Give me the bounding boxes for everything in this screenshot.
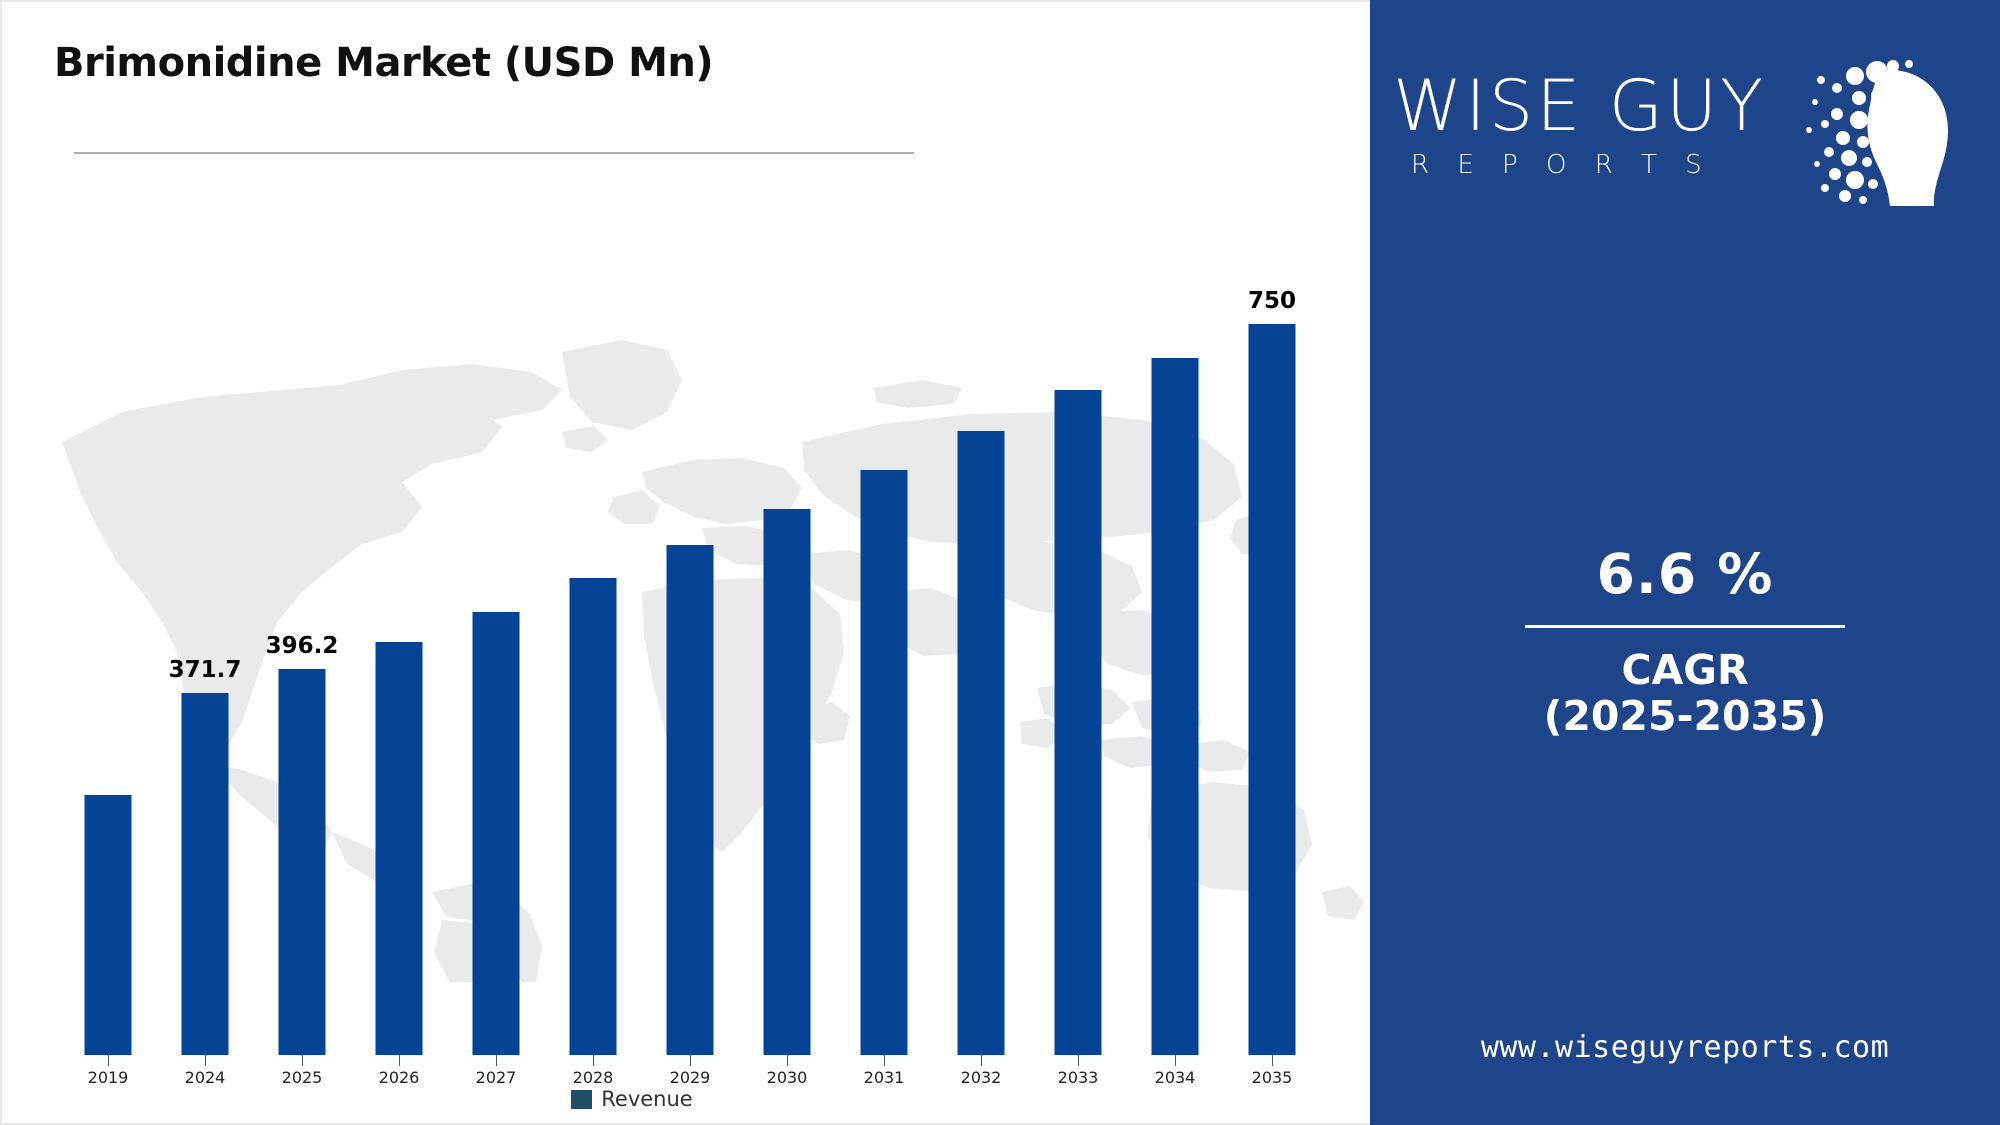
bar-rect[interactable] xyxy=(1151,358,1199,1055)
x-axis-tick xyxy=(884,1055,885,1066)
website-url[interactable]: www.wiseguyreports.com xyxy=(1480,1030,1890,1065)
bar-rect[interactable] xyxy=(957,431,1005,1055)
bar-value-label: 371.7 xyxy=(168,657,242,683)
bar-column xyxy=(353,2,445,1055)
x-axis-tick xyxy=(108,1055,109,1066)
x-axis-tick xyxy=(1272,1055,1273,1066)
bar-rect[interactable] xyxy=(472,612,520,1055)
bar-column: 750 xyxy=(1226,2,1318,1055)
x-axis-tick-label: 2028 xyxy=(572,1068,614,1087)
bar-column xyxy=(838,2,930,1055)
plot-area: 371.7 396.2 xyxy=(2,2,1370,1123)
logo-wordmark-primary: WISE GUY xyxy=(1393,65,1766,147)
logo-wordmark-secondary: R E P O R T S xyxy=(1411,150,1712,180)
x-axis-tick xyxy=(690,1055,691,1066)
bar-rect[interactable] xyxy=(860,470,908,1055)
bar-rect[interactable] xyxy=(181,693,229,1055)
x-axis-tick xyxy=(1078,1055,1079,1066)
cagr-value: 6.6 % xyxy=(1596,542,1774,606)
x-axis-tick-label: 2027 xyxy=(475,1068,517,1087)
cagr-label-line2: (2025-2035) xyxy=(1543,691,1827,740)
x-axis-tick-label: 2026 xyxy=(378,1068,420,1087)
x-axis-tick-label: 2031 xyxy=(863,1068,905,1087)
bar-rect[interactable] xyxy=(569,578,617,1055)
x-axis-tick xyxy=(981,1055,982,1066)
cagr-divider xyxy=(1525,625,1845,628)
logo-dot-cluster xyxy=(1806,60,1913,204)
bar-column xyxy=(1032,2,1124,1055)
x-axis-tick-label: 2035 xyxy=(1251,1068,1293,1087)
legend-swatch-revenue xyxy=(571,1089,593,1109)
bar-column xyxy=(1129,2,1221,1055)
cagr-label-line1: CAGR xyxy=(1621,646,1749,694)
wiseguy-logo: WISE GUY R E P O R T S xyxy=(1370,58,2000,218)
x-axis-tick xyxy=(593,1055,594,1066)
title-divider xyxy=(74,152,914,154)
x-axis-tick-label: 2029 xyxy=(669,1068,711,1087)
bar-value-label: 396.2 xyxy=(265,633,339,659)
bar-value-label: 750 xyxy=(1247,288,1297,314)
bar-column xyxy=(935,2,1027,1055)
x-axis-tick-label: 2025 xyxy=(281,1068,323,1087)
x-axis-tick-label: 2024 xyxy=(184,1068,226,1087)
bar-column xyxy=(741,2,833,1055)
x-axis-tick xyxy=(205,1055,206,1066)
bar-rect[interactable] xyxy=(763,509,811,1055)
bar-rect[interactable] xyxy=(84,795,132,1055)
x-axis-ticks xyxy=(62,1055,1322,1067)
bar-rect[interactable] xyxy=(278,669,326,1055)
bar-column: 396.2 xyxy=(256,2,348,1055)
x-axis-tick-label: 2030 xyxy=(766,1068,808,1087)
x-axis-tick xyxy=(496,1055,497,1066)
bar-column xyxy=(644,2,736,1055)
x-axis-tick-label: 2019 xyxy=(87,1068,129,1087)
x-axis-tick-label: 2032 xyxy=(960,1068,1002,1087)
x-axis-tick-label: 2033 xyxy=(1057,1068,1099,1087)
x-axis-tick xyxy=(399,1055,400,1066)
x-axis-labels: 2019 2024 2025 2026 2027 2028 2029 2030 2031 2032… xyxy=(62,1068,1322,1098)
logo-head-silhouette xyxy=(1867,69,1948,206)
x-axis-tick xyxy=(1175,1055,1176,1066)
chart-panel: Brimonidine Market (USD Mn) xyxy=(0,0,1370,1125)
bar-rect[interactable] xyxy=(1248,324,1296,1055)
brand-panel: WISE GUY R E P O R T S xyxy=(1370,0,2000,1125)
bar-rect[interactable] xyxy=(1054,390,1102,1055)
x-axis-tick xyxy=(302,1055,303,1066)
cagr-label: CAGR (2025-2035) xyxy=(1370,646,2000,740)
chart-legend: Revenue xyxy=(2,1087,1262,1111)
bar-column xyxy=(62,2,154,1055)
x-axis-tick-label: 2034 xyxy=(1154,1068,1196,1087)
page-title: Brimonidine Market (USD Mn) xyxy=(54,40,714,86)
bar-rect[interactable] xyxy=(375,642,423,1055)
bar-column xyxy=(450,2,542,1055)
bar-column xyxy=(547,2,639,1055)
x-axis-tick xyxy=(787,1055,788,1066)
bar-column: 371.7 xyxy=(159,2,251,1055)
legend-label-revenue: Revenue xyxy=(601,1087,693,1111)
bar-rect[interactable] xyxy=(666,545,714,1055)
bars-layer: 371.7 396.2 xyxy=(62,2,1322,1055)
